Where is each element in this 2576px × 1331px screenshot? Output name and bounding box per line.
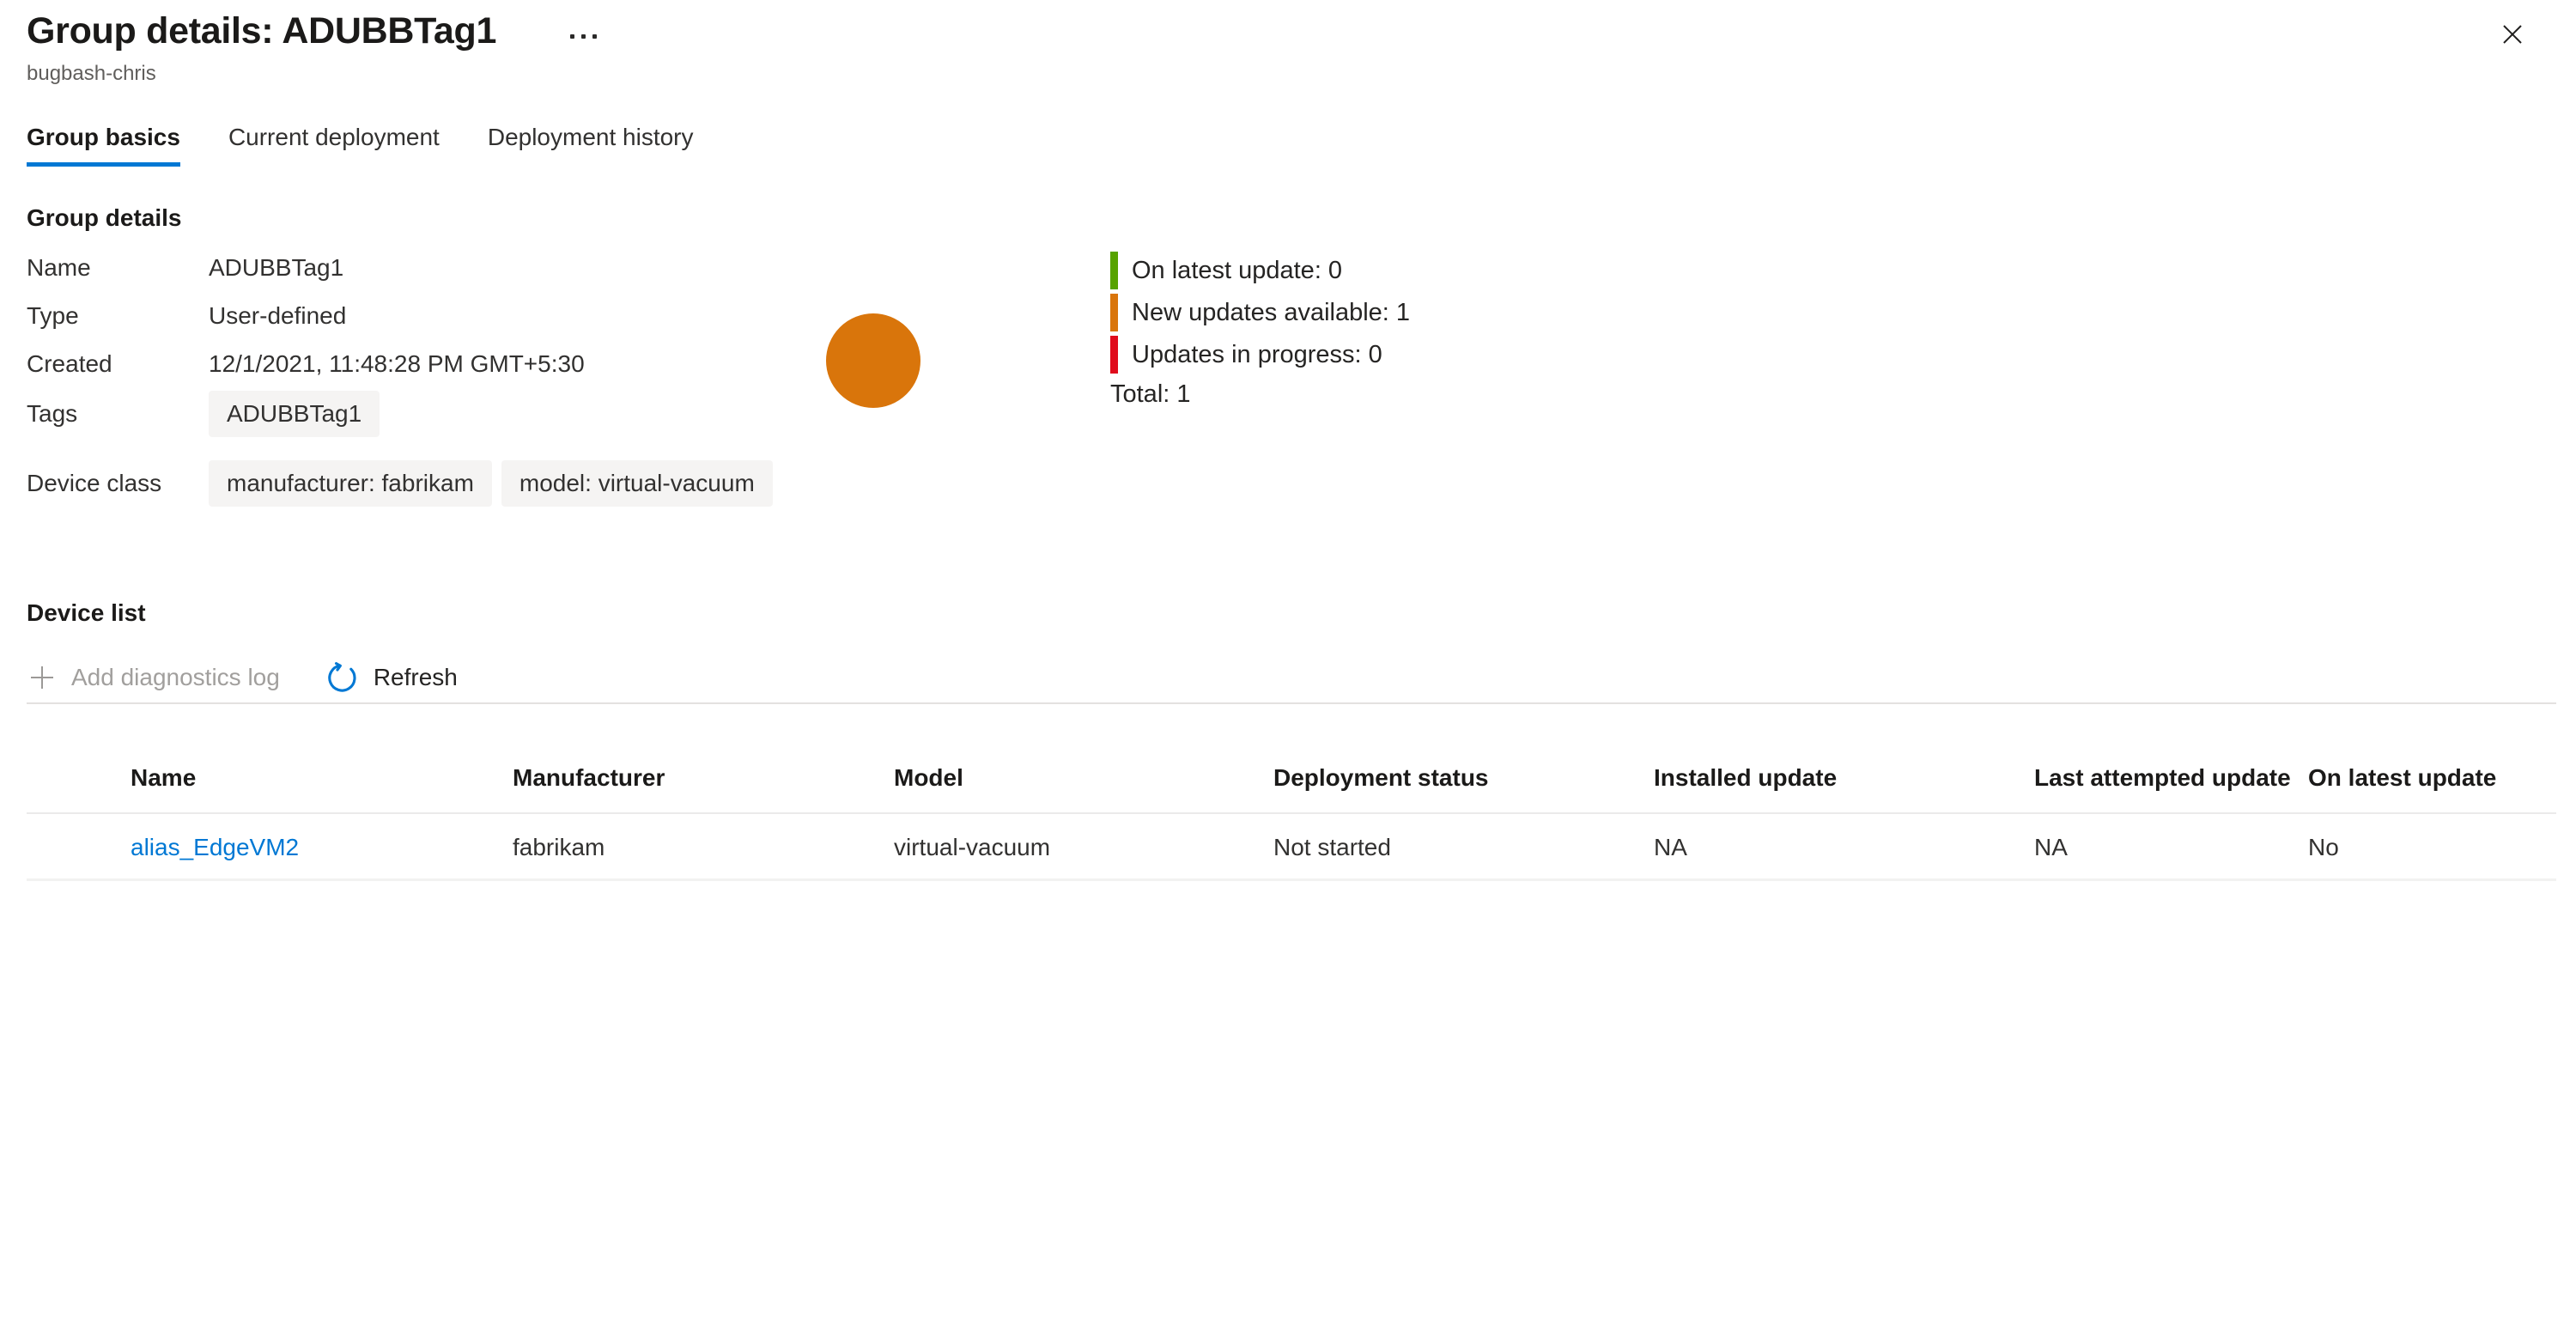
legend-swatch-red xyxy=(1110,336,1118,374)
toolbar-divider xyxy=(27,702,2556,704)
type-label: Type xyxy=(27,302,79,329)
cell-on-latest-update: No xyxy=(2308,833,2339,860)
cell-manufacturer: fabrikam xyxy=(513,833,605,860)
detail-row-tags: Tags ADUBBTag1 xyxy=(27,391,380,437)
tag-badge: ADUBBTag1 xyxy=(209,391,380,437)
type-value: User-defined xyxy=(209,302,347,329)
column-header-last-attempted-update[interactable]: Last attempted update xyxy=(2034,764,2291,791)
page-title: Group details: ADUBBTag1 xyxy=(27,10,497,52)
detail-row-type: Type User-defined xyxy=(27,302,346,330)
device-class-label: Device class xyxy=(27,470,162,496)
group-details-heading: Group details xyxy=(27,204,182,231)
column-header-manufacturer[interactable]: Manufacturer xyxy=(513,764,665,791)
device-list-heading: Device list xyxy=(27,599,146,626)
plus-icon xyxy=(31,666,53,689)
close-icon xyxy=(2503,25,2522,44)
ellipsis-icon xyxy=(570,34,574,39)
detail-row-created: Created 12/1/2021, 11:48:28 PM GMT+5:30 xyxy=(27,350,585,378)
device-class-badge-manufacturer: manufacturer: fabrikam xyxy=(209,460,492,507)
chart-legend: On latest update: 0 New updates availabl… xyxy=(1110,252,1410,409)
table-header-row: Name Manufacturer Model Deployment statu… xyxy=(27,704,2556,814)
refresh-label: Refresh xyxy=(373,664,458,690)
breadcrumb-subtitle: bugbash-chris xyxy=(27,62,156,85)
device-name-link[interactable]: alias_EdgeVM2 xyxy=(131,833,300,860)
column-header-model[interactable]: Model xyxy=(894,764,963,791)
column-header-on-latest-update[interactable]: On latest update xyxy=(2308,764,2497,791)
tab-current-deployment[interactable]: Current deployment xyxy=(228,124,440,150)
legend-item-new-updates: New updates available: 1 xyxy=(1110,294,1410,331)
tab-group-basics[interactable]: Group basics xyxy=(27,124,180,167)
column-header-deployment-status[interactable]: Deployment status xyxy=(1273,764,1489,791)
legend-swatch-orange xyxy=(1110,294,1118,331)
refresh-button[interactable]: Refresh xyxy=(326,661,458,694)
add-diagnostics-log-label: Add diagnostics log xyxy=(71,664,280,690)
legend-item-on-latest: On latest update: 0 xyxy=(1110,252,1410,289)
add-diagnostics-log-button[interactable]: Add diagnostics log xyxy=(28,664,280,691)
legend-label: Updates in progress: 0 xyxy=(1132,340,1382,368)
detail-row-name: Name ADUBBTag1 xyxy=(27,254,343,282)
legend-item-in-progress: Updates in progress: 0 xyxy=(1110,336,1410,374)
table-row[interactable]: alias_EdgeVM2 fabrikam virtual-vacuum No… xyxy=(27,816,2556,881)
name-value: ADUBBTag1 xyxy=(209,254,344,281)
device-class-badge-model: model: virtual-vacuum xyxy=(501,460,773,507)
cell-model: virtual-vacuum xyxy=(894,833,1051,860)
created-value: 12/1/2021, 11:48:28 PM GMT+5:30 xyxy=(209,350,585,377)
legend-label: On latest update: 0 xyxy=(1132,256,1343,284)
cell-last-attempted-update: NA xyxy=(2034,833,2068,860)
cell-installed-update: NA xyxy=(1654,833,1687,860)
tab-bar: Group basics Current deployment Deployme… xyxy=(27,124,694,167)
refresh-icon xyxy=(328,661,356,692)
donut-chart xyxy=(826,313,920,408)
legend-swatch-green xyxy=(1110,252,1118,289)
row-gutter xyxy=(27,792,131,812)
ellipsis-icon xyxy=(592,34,597,39)
column-header-installed-update[interactable]: Installed update xyxy=(1654,764,1838,791)
name-label: Name xyxy=(27,254,91,281)
device-list-toolbar: Add diagnostics log Refresh xyxy=(28,658,458,697)
ellipsis-icon xyxy=(581,34,586,39)
cell-deployment-status: Not started xyxy=(1273,833,1391,860)
detail-row-device-class: Device class manufacturer: fabrikam mode… xyxy=(27,460,773,507)
more-actions-button[interactable] xyxy=(567,31,600,42)
legend-label: New updates available: 1 xyxy=(1132,298,1411,326)
legend-total: Total: 1 xyxy=(1110,380,1191,408)
close-button[interactable] xyxy=(2492,14,2533,55)
tab-deployment-history[interactable]: Deployment history xyxy=(487,124,694,150)
tags-label: Tags xyxy=(27,400,78,427)
column-header-name[interactable]: Name xyxy=(131,764,197,791)
created-label: Created xyxy=(27,350,112,377)
